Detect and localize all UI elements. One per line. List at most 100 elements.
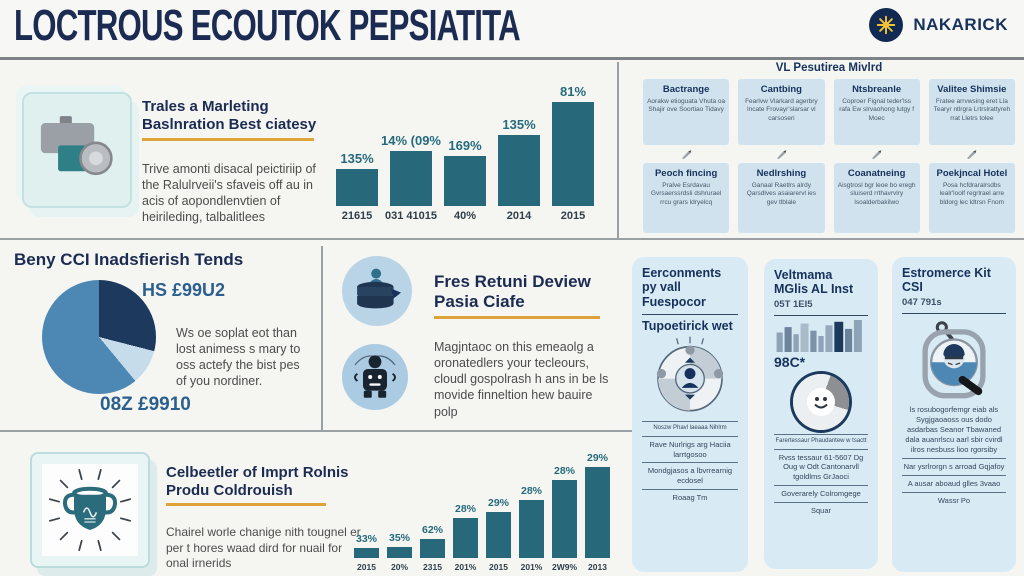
- divider: [0, 238, 1024, 240]
- bar-value-label: 29%: [586, 452, 608, 464]
- bar-item: 29% 2013: [585, 452, 610, 572]
- robot-icon: [342, 344, 408, 410]
- review-heading: Fres Retuni Deview Pasia Ciafe: [434, 272, 591, 312]
- strategy-body: Trive amonti disacal peictiriip of the R…: [142, 161, 316, 225]
- column-title: Veltmama MGlis AL Inst: [774, 268, 854, 297]
- column-line: Wassr Po: [902, 491, 1006, 509]
- bar: [336, 169, 378, 206]
- bar-item: 135% 2014: [498, 82, 540, 222]
- starburst-logo-icon: [869, 8, 904, 42]
- topic-card-title: Bactrange: [662, 84, 710, 95]
- bar: [390, 151, 432, 206]
- bar-item: 169% 40%: [444, 82, 486, 222]
- bar-category-label: 2015: [357, 562, 376, 572]
- topic-card-body: Aisgtrosl bgr leoe bo eregh sluiserd rrt…: [837, 182, 916, 206]
- bar: [453, 518, 478, 558]
- topic-card-body: Ganaal Raetlrs alrdy Qarsdlves asaiarerv…: [746, 182, 817, 206]
- bar-item: 33% 2015: [354, 452, 379, 572]
- topic-card-body: Coproer Fignal teder'lss rafa Ew slrvaoh…: [839, 98, 915, 122]
- lifebuoy-icon: [642, 335, 738, 419]
- bar-category-label: 20%: [390, 562, 408, 572]
- column-line: A ausar aboaud glles 3vaao: [902, 475, 1006, 492]
- bar-value-label: 33%: [355, 533, 377, 545]
- pen-icon: [929, 145, 1015, 163]
- divider: [0, 430, 632, 432]
- column-line: Mondgjasos a lbvrrearnig ecdosel: [642, 462, 738, 489]
- divider: [774, 314, 868, 316]
- porthole-sailor-icon: [902, 318, 1006, 402]
- bar-item: 28% 2W9%: [552, 452, 577, 572]
- topic-card: Cantbing Fearlvw Vlarkard agerbry lncate …: [738, 79, 825, 145]
- topic-card: Valitee Shimsie Fratee arrvwsing eret Lla…: [928, 79, 1015, 145]
- bar-item: 135% 21615: [336, 82, 378, 222]
- topic-card: Poekjncal Hotel Posa hcfdraralrsdbs lealr…: [928, 163, 1015, 233]
- bar: [552, 480, 577, 558]
- growth-heading: Celbeetler of Imprt Rolnis Produ Coldrou…: [166, 464, 349, 499]
- column-stat-big: 98C*: [774, 353, 806, 370]
- bar: [498, 135, 540, 206]
- topic-card-body: Aorakw etioguata Vhuta oa Shajir ove Soo…: [647, 98, 726, 114]
- bar: [444, 156, 486, 206]
- bar-item: 28% 201%: [519, 452, 544, 572]
- column-line: Rvss tessaur 61-5607 Dg Oug w Odt Canton…: [774, 448, 868, 485]
- bar-item: 14% (09% 031 41015: [381, 82, 441, 222]
- trends-heading: Beny CCI Inadsfierish Tends: [14, 250, 244, 269]
- bar-category-label: 201%: [454, 562, 477, 572]
- bar-category-label: 2315: [423, 562, 442, 572]
- brand-name: NAKARICK: [913, 15, 1008, 34]
- topic-card-title: Cantbing: [760, 84, 802, 95]
- bar-category-label: 031 41015: [385, 210, 437, 222]
- topic-card: Peoch fincing Pralve Esrdavau Gvrsaerssrd…: [643, 163, 730, 233]
- bar-value-label: 169%: [448, 138, 482, 153]
- topic-cards-grid: Bactrange Aorakw etioguata Vhuta oa Shaji…: [643, 79, 1015, 233]
- bar-item: 28% 201%: [453, 452, 478, 572]
- bar-value-label: 35%: [388, 532, 410, 544]
- column-title: Estromerce Kit CSI: [902, 266, 991, 295]
- camera-image-frame: [22, 92, 132, 208]
- column-line: Roaag Tm: [642, 488, 738, 506]
- topic-card-title: Ntsbreanle: [852, 84, 902, 95]
- smiley-icon: [814, 396, 828, 409]
- accent-rule: [434, 316, 600, 319]
- column-line: Squar: [774, 501, 868, 519]
- topic-card-title: Valitee Shimsie: [937, 84, 1007, 95]
- bar-item: 62% 2315: [420, 452, 445, 572]
- topic-card: Ntsbreanle Coproer Fignal teder'lss rafa …: [833, 79, 920, 145]
- bar: [387, 547, 412, 558]
- bar-item: 81% 2015: [552, 82, 594, 222]
- column-line: Farertessaur Phaudantew w tsactt: [774, 433, 868, 449]
- column-line: Noszw Phavl laeaaa Nihlrm: [642, 421, 738, 436]
- topic-card-title: Peoch fincing: [654, 168, 718, 179]
- topic-card: Coanatneing Aisgtrosl bgr leoe bo eregh s…: [833, 163, 920, 233]
- column-stat-small: 05T 1EI5: [774, 298, 813, 310]
- bar-category-label: 2014: [506, 210, 532, 222]
- divider: [321, 246, 323, 430]
- bar: [552, 102, 594, 206]
- growth-body: Chairel worle chanige nith tougnel er pe…: [166, 525, 361, 571]
- bar-item: 29% 2015: [486, 452, 511, 572]
- bar-category-label: 40%: [453, 210, 477, 222]
- database-user-icon: [342, 256, 412, 326]
- column-line: Rave Nurlrigs arg Haciia larrtgosoo: [642, 435, 738, 463]
- column-card-fuespocor: Eerconments py vall Fuespocor Tupoetiric…: [632, 257, 748, 572]
- strategy-heading: Trales a Marleting Baslnration Best ciat…: [142, 98, 317, 133]
- page-title: LOCTROUS ECOUTOK PEPSIATITA: [14, 2, 521, 50]
- topic-card-body: Fratee arrvwsing eret Lla Tearyr ntlrgra…: [933, 98, 1011, 122]
- bar-category-label: 21615: [341, 210, 373, 222]
- bar: [354, 548, 379, 558]
- column-line: Goverarely Colromgege: [774, 484, 868, 502]
- bar-item: 35% 20%: [387, 452, 412, 572]
- bar-category-label: 201%: [520, 562, 543, 572]
- pen-icon: [834, 145, 920, 163]
- pie-label-bottom: 08Z £9910: [100, 394, 191, 415]
- bar: [585, 467, 610, 558]
- column-body: ls rosubogorfemgr eiab als Sygjgaoaoss o…: [905, 404, 1003, 455]
- topic-card: Nedlrshing Ganaal Raetlrs alrdy Qarsdlves…: [738, 163, 825, 233]
- topic-card-title: Poekjncal Hotel: [936, 168, 1008, 179]
- pen-icon: [643, 145, 729, 163]
- topics-heading: VL Pesutirea Mivlrd: [775, 62, 883, 74]
- topic-card-body: Pralve Esrdavau Gvrsaerssrdsli dshrurael…: [650, 182, 722, 206]
- bar-value-label: 81%: [559, 84, 587, 99]
- column-card-estromerce: Estromerce Kit CSI 047 791s ls rosubogor…: [892, 257, 1016, 572]
